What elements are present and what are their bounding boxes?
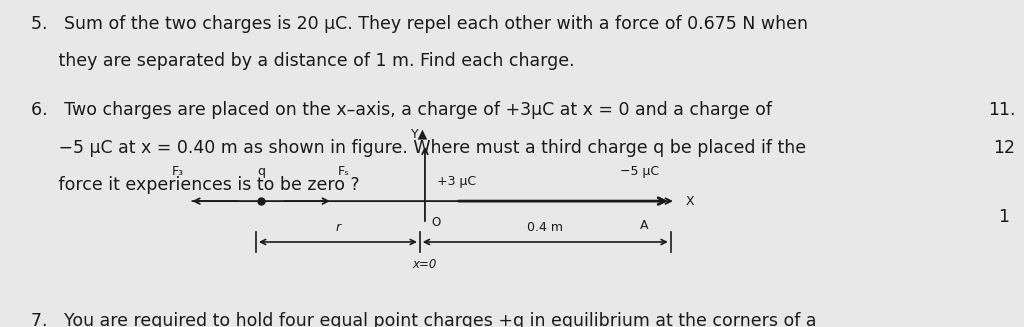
Text: 12: 12 [993,139,1015,157]
Text: Y▲: Y▲ [412,128,428,141]
Text: x=0: x=0 [413,258,437,271]
Text: r: r [335,221,341,234]
Text: q: q [257,165,265,178]
Text: 7.   You are required to hold four equal point charges +q in equilibrium at the : 7. You are required to hold four equal p… [31,312,816,327]
Text: −5 μC at x = 0.40 m as shown in figure. Where must a third charge q be placed if: −5 μC at x = 0.40 m as shown in figure. … [31,139,806,157]
Text: Fₛ: Fₛ [338,165,349,178]
Text: F₃: F₃ [172,165,184,178]
Text: 1: 1 [998,208,1010,226]
Text: A: A [640,219,648,232]
Text: 5.   Sum of the two charges is 20 μC. They repel each other with a force of 0.67: 5. Sum of the two charges is 20 μC. They… [31,15,808,33]
Text: +3 μC: +3 μC [437,175,476,188]
Text: 11.: 11. [988,101,1016,119]
Text: X: X [686,195,694,208]
Text: 0.4 m: 0.4 m [527,221,563,234]
Text: −5 μC: −5 μC [621,165,659,178]
Text: they are separated by a distance of 1 m. Find each charge.: they are separated by a distance of 1 m.… [31,52,574,70]
Text: force it experiences is to be zero ?: force it experiences is to be zero ? [31,177,359,195]
Text: 6.   Two charges are placed on the x–axis, a charge of +3μC at x = 0 and a charg: 6. Two charges are placed on the x–axis,… [31,101,772,119]
Text: O: O [431,216,440,229]
